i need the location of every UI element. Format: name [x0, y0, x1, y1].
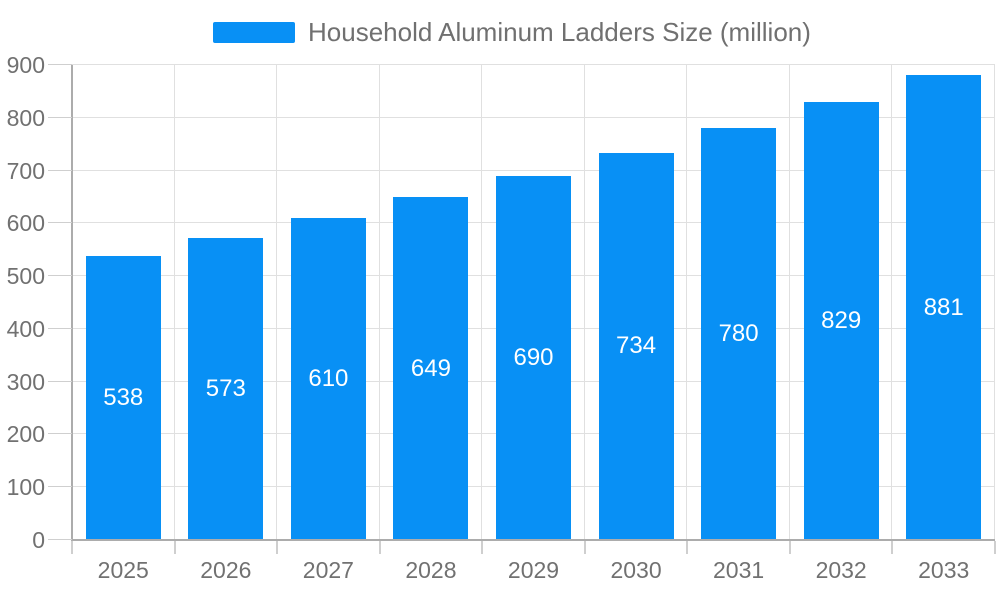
- x-axis-tick-label: 2033: [918, 557, 970, 583]
- y-axis-tick: [48, 169, 72, 171]
- legend-swatch: [213, 21, 295, 43]
- y-axis-tick: [48, 222, 72, 224]
- y-axis-tick: [48, 275, 72, 277]
- bar-value-label: 690: [513, 343, 554, 371]
- legend-item[interactable]: Household Aluminum Ladders Size (million…: [213, 19, 811, 45]
- bar-2033: 881: [906, 75, 982, 540]
- bar-value-label: 780: [718, 320, 759, 348]
- bar-2032: 829: [803, 102, 879, 540]
- y-axis-tick: [48, 116, 72, 118]
- x-axis-tick: [994, 541, 996, 554]
- x-axis-tick: [173, 541, 176, 554]
- bar-2031: 780: [701, 128, 777, 540]
- x-axis-line: [72, 539, 995, 541]
- y-axis-tick-label: 600: [6, 210, 45, 237]
- v-gridline: [583, 65, 585, 540]
- bar-2027: 610: [290, 218, 366, 540]
- v-gridline: [173, 65, 175, 540]
- x-axis-tick: [686, 541, 689, 554]
- legend-label: Household Aluminum Ladders Size (million…: [308, 17, 811, 47]
- h-gridline: [72, 169, 995, 171]
- x-axis-tick-label: 2032: [815, 557, 867, 583]
- y-axis-tick-label: 0: [32, 527, 45, 553]
- x-axis-tick-label: 2030: [610, 557, 662, 583]
- x-axis-tick: [71, 541, 73, 554]
- y-axis-tick: [48, 486, 72, 488]
- x-axis-tick: [378, 541, 381, 554]
- h-gridline: [72, 64, 995, 65]
- v-gridline: [891, 65, 893, 540]
- y-axis-labels: 0 100 200 300 400 500 600 700 800 900: [0, 52, 45, 553]
- x-axis-tick-label: 2031: [713, 557, 765, 583]
- y-axis-tick: [48, 539, 72, 540]
- y-axis-tick-label: 500: [6, 263, 45, 290]
- y-axis-tick-label: 800: [6, 104, 45, 131]
- x-axis-tick-label: 2029: [507, 557, 560, 583]
- y-axis-tick: [48, 64, 72, 65]
- bar-2026: 573: [188, 237, 264, 540]
- x-axis-tick: [891, 541, 894, 554]
- x-axis-tick: [276, 541, 279, 554]
- y-axis-tick: [48, 380, 72, 382]
- x-axis-tick-label: 2027: [302, 557, 354, 583]
- bar-value-label: 829: [821, 307, 862, 335]
- bar-2025: 538: [85, 256, 161, 540]
- plot-area: 538 573 610 649 690 734 780 829 881: [72, 64, 995, 540]
- h-gridline: [72, 116, 995, 118]
- y-axis-tick-label: 400: [6, 315, 45, 342]
- x-axis-tick: [788, 541, 791, 554]
- y-axis-tick: [48, 433, 72, 435]
- bar-2028: 649: [393, 197, 469, 540]
- v-gridline: [686, 65, 688, 540]
- v-gridline: [994, 65, 995, 540]
- v-gridline: [276, 65, 278, 540]
- bar-value-label: 610: [308, 365, 349, 393]
- bar-2030: 734: [598, 152, 674, 540]
- bar-value-label: 881: [923, 293, 964, 321]
- y-axis-tick-label: 700: [6, 157, 45, 184]
- bar-value-label: 538: [103, 384, 144, 412]
- y-axis-tick-label: 200: [6, 421, 45, 448]
- y-axis-line: [71, 65, 73, 554]
- x-axis-tick: [481, 541, 484, 554]
- y-axis-tick-label: 900: [6, 52, 45, 78]
- bar-2029: 690: [496, 175, 571, 540]
- v-gridline: [788, 65, 790, 540]
- bar-value-label: 734: [616, 332, 657, 360]
- x-axis-tick: [583, 541, 586, 554]
- y-axis-tick-label: 300: [6, 368, 45, 395]
- x-axis-tick-label: 2025: [97, 557, 149, 583]
- y-axis-tick-label: 100: [6, 474, 45, 501]
- x-axis-tick-label: 2026: [200, 557, 252, 583]
- x-axis-tick-label: 2028: [405, 557, 457, 583]
- bar-value-label: 649: [410, 354, 451, 382]
- v-gridline: [481, 65, 483, 540]
- v-gridline: [378, 65, 380, 540]
- bar-value-label: 573: [205, 374, 246, 402]
- y-axis-tick: [48, 327, 72, 329]
